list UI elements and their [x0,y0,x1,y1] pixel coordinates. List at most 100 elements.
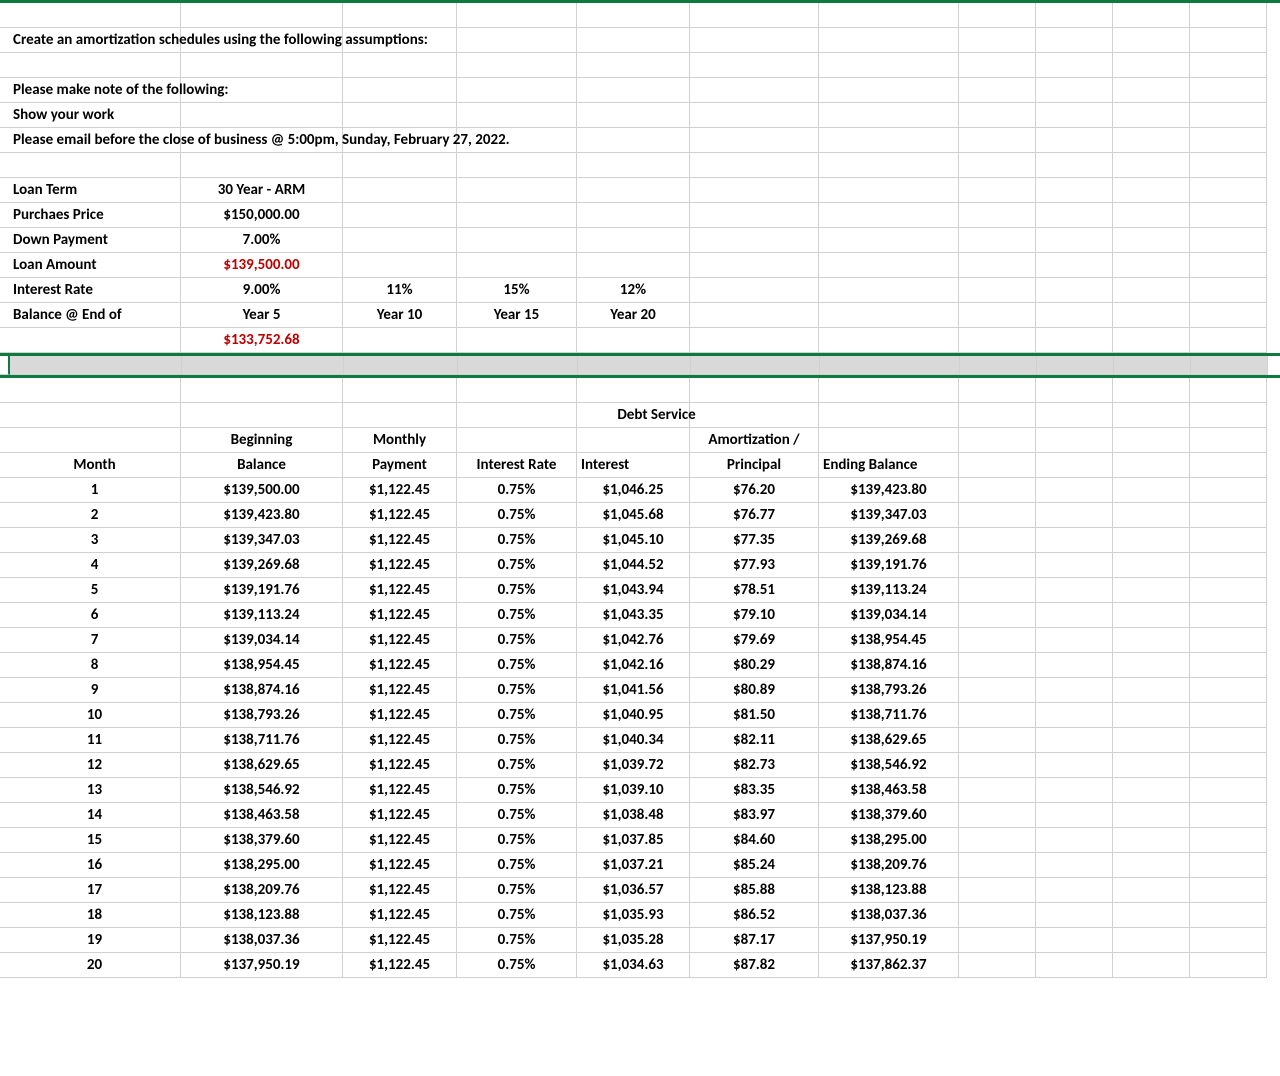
row-selected-grey[interactable] [0,353,1280,378]
cell-begin[interactable]: $137,950.19 [181,953,343,978]
cell-month[interactable]: 9 [9,678,181,703]
cell-month[interactable]: 16 [9,853,181,878]
cell-end[interactable]: $139,269.68 [819,528,959,553]
cell-principal[interactable]: $84.60 [690,828,819,853]
cell-month[interactable]: 17 [9,878,181,903]
cell-principal[interactable]: $85.24 [690,853,819,878]
cell-month[interactable]: 6 [9,603,181,628]
col-amort-l1[interactable]: Amortization / [690,428,819,453]
table-row[interactable]: 10$138,793.26$1,122.450.75%$1,040.95$81.… [0,703,1280,728]
cell-principal[interactable]: $85.88 [690,878,819,903]
cell-interest[interactable]: $1,035.93 [577,903,690,928]
cell-payment[interactable]: $1,122.45 [343,603,457,628]
col-end[interactable]: Ending Balance [819,453,959,478]
cell-rate[interactable]: 0.75% [457,928,577,953]
table-row[interactable]: 11$138,711.76$1,122.450.75%$1,040.34$82.… [0,728,1280,753]
cell-principal[interactable]: $86.52 [690,903,819,928]
cell-principal[interactable]: $76.77 [690,503,819,528]
table-row[interactable]: 3$139,347.03$1,122.450.75%$1,045.10$77.3… [0,528,1280,553]
cell-principal[interactable]: $76.20 [690,478,819,503]
table-row[interactable]: 1$139,500.00$1,122.450.75%$1,046.25$76.2… [0,478,1280,503]
cell-rate[interactable]: 0.75% [457,628,577,653]
table-row[interactable]: 8$138,954.45$1,122.450.75%$1,042.16$80.2… [0,653,1280,678]
col-month[interactable]: Month [9,453,181,478]
row-debt-service[interactable]: Debt Service [0,403,1280,428]
cell-begin[interactable]: $138,793.26 [181,703,343,728]
cell-end[interactable]: $138,629.65 [819,728,959,753]
table-row[interactable]: 15$138,379.60$1,122.450.75%$1,037.85$84.… [0,828,1280,853]
cell-payment[interactable]: $1,122.45 [343,853,457,878]
table-row[interactable]: 6$139,113.24$1,122.450.75%$1,043.35$79.1… [0,603,1280,628]
deadline-cell[interactable]: Please email before the close of busines… [9,128,181,153]
cell-end[interactable]: $138,037.36 [819,903,959,928]
cell-month[interactable]: 11 [9,728,181,753]
cell-interest[interactable]: $1,039.10 [577,778,690,803]
balance-label[interactable]: Balance @ End of [9,303,181,328]
purchase-price-value[interactable]: $150,000.00 [181,203,343,228]
cell-month[interactable]: 8 [9,653,181,678]
col-payment-l1[interactable]: Monthly [343,428,457,453]
cell-rate[interactable]: 0.75% [457,478,577,503]
table-row[interactable]: 2$139,423.80$1,122.450.75%$1,045.68$76.7… [0,503,1280,528]
cell-payment[interactable]: $1,122.45 [343,778,457,803]
cell-end[interactable]: $137,862.37 [819,953,959,978]
row-loan-term[interactable]: Loan Term 30 Year - ARM [0,178,1280,203]
cell-month[interactable]: 10 [9,703,181,728]
col-amort-l2[interactable]: Principal [690,453,819,478]
cell-interest[interactable]: $1,036.57 [577,878,690,903]
cell-principal[interactable]: $77.35 [690,528,819,553]
note-heading-cell[interactable]: Please make note of the following: [9,78,181,103]
cell-begin[interactable]: $139,500.00 [181,478,343,503]
cell-interest[interactable]: $1,043.94 [577,578,690,603]
cell-end[interactable]: $139,347.03 [819,503,959,528]
cell-interest[interactable]: $1,039.72 [577,753,690,778]
cell-rate[interactable]: 0.75% [457,528,577,553]
cell-interest[interactable]: $1,042.16 [577,653,690,678]
loan-term-label[interactable]: Loan Term [9,178,181,203]
row-header-2[interactable]: Month Balance Payment Interest Rate Inte… [0,453,1280,478]
col-begin-l2[interactable]: Balance [181,453,343,478]
balance-y5[interactable]: Year 5 [181,303,343,328]
cell-end[interactable]: $138,209.76 [819,853,959,878]
col-rate[interactable]: Interest Rate [457,453,577,478]
cell-end[interactable]: $139,191.76 [819,553,959,578]
cell-end[interactable]: $138,874.16 [819,653,959,678]
row-interest-rate[interactable]: Interest Rate 9.00% 11% 15% 12% [0,278,1280,303]
cell-month[interactable]: 3 [9,528,181,553]
cell-end[interactable]: $137,950.19 [819,928,959,953]
cell-begin[interactable]: $139,423.80 [181,503,343,528]
cell-principal[interactable]: $79.69 [690,628,819,653]
cell-begin[interactable]: $138,379.60 [181,828,343,853]
cell-interest[interactable]: $1,034.63 [577,953,690,978]
table-row[interactable]: 16$138,295.00$1,122.450.75%$1,037.21$85.… [0,853,1280,878]
cell-interest[interactable]: $1,037.85 [577,828,690,853]
row-blank[interactable] [0,153,1280,178]
cell-month[interactable]: 2 [9,503,181,528]
rate-y10[interactable]: 11% [343,278,457,303]
row-blank[interactable] [0,378,1280,403]
interest-rate-label[interactable]: Interest Rate [9,278,181,303]
table-row[interactable]: 4$139,269.68$1,122.450.75%$1,044.52$77.9… [0,553,1280,578]
cell-month[interactable]: 7 [9,628,181,653]
cell-month[interactable]: 12 [9,753,181,778]
cell-begin[interactable]: $138,209.76 [181,878,343,903]
cell-begin[interactable]: $139,347.03 [181,528,343,553]
cell-rate[interactable]: 0.75% [457,828,577,853]
row-note-heading[interactable]: Please make note of the following: [0,78,1280,103]
table-row[interactable]: 9$138,874.16$1,122.450.75%$1,041.56$80.8… [0,678,1280,703]
cell-payment[interactable]: $1,122.45 [343,753,457,778]
cell-begin[interactable]: $138,295.00 [181,853,343,878]
cell-rate[interactable]: 0.75% [457,603,577,628]
cell-principal[interactable]: $82.11 [690,728,819,753]
row-purchase-price[interactable]: Purchaes Price $150,000.00 [0,203,1280,228]
cell-end[interactable]: $138,711.76 [819,703,959,728]
table-row[interactable]: 14$138,463.58$1,122.450.75%$1,038.48$83.… [0,803,1280,828]
cell-payment[interactable]: $1,122.45 [343,903,457,928]
cell-rate[interactable]: 0.75% [457,778,577,803]
down-payment-value[interactable]: 7.00% [181,228,343,253]
cell-payment[interactable]: $1,122.45 [343,703,457,728]
row-loan-amount[interactable]: Loan Amount $139,500.00 [0,253,1280,278]
cell-month[interactable]: 14 [9,803,181,828]
row-blank[interactable] [0,3,1280,28]
loan-amount-label[interactable]: Loan Amount [9,253,181,278]
